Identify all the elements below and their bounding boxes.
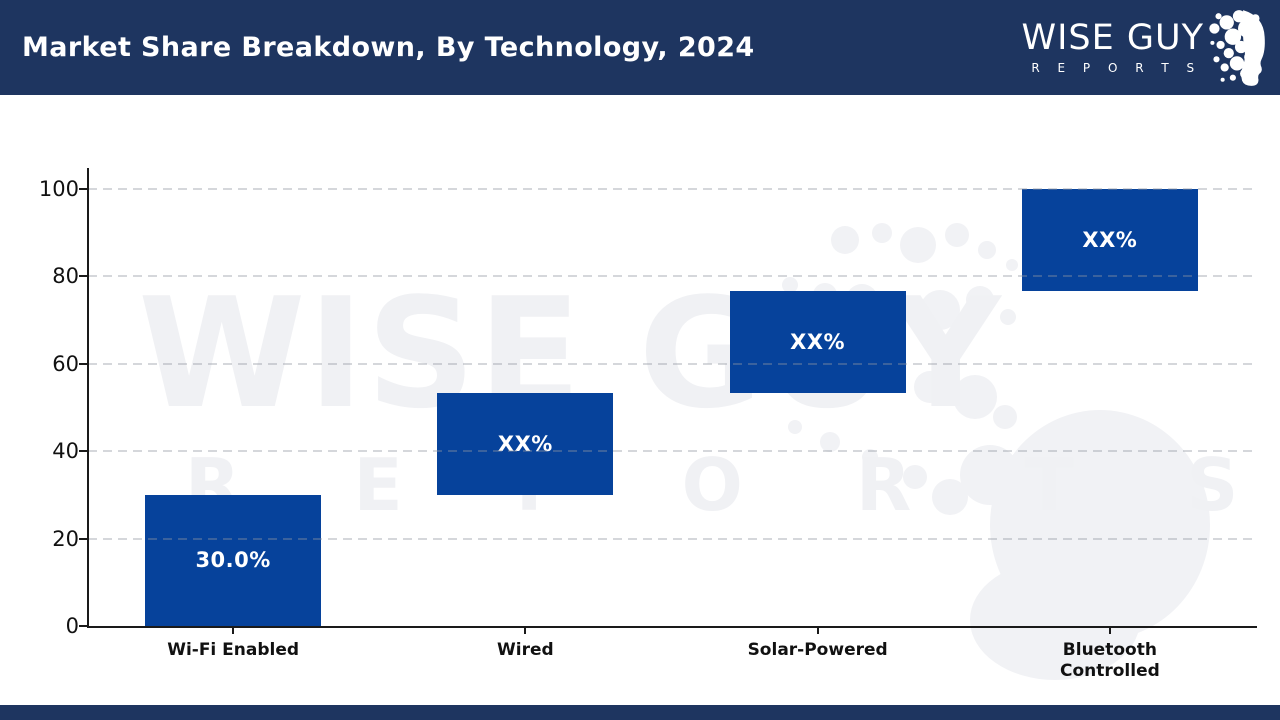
- chart-canvas: WISE GUY R E P O R T S 0 20 40 60 80 100 30.0%…: [0, 95, 1280, 705]
- y-axis-line: [87, 168, 89, 628]
- page-title: Market Share Breakdown, By Technology, 2…: [22, 32, 755, 63]
- bar-solar-powered: XX%: [729, 290, 906, 394]
- bar-value-label: 30.0%: [195, 548, 271, 573]
- brand-wordmark: WISE GUY R E P O R T S: [1021, 17, 1204, 75]
- gridline-60: [88, 362, 1256, 365]
- gridline-100: [88, 188, 1256, 190]
- x-category-label: Wi-Fi Enabled: [167, 640, 300, 660]
- footer-bar: [0, 705, 1280, 720]
- face-dots-icon: [1209, 9, 1265, 86]
- y-tick-0: [79, 625, 87, 627]
- gridline-40: [88, 450, 1256, 453]
- bar-wi-fi-enabled: 30.0%: [145, 494, 322, 626]
- y-tick-label-60: 60: [52, 351, 79, 376]
- gridline-20: [88, 537, 1256, 540]
- y-tick-60: [79, 362, 87, 365]
- header-bar: Market Share Breakdown, By Technology, 2…: [0, 0, 1280, 95]
- watermark-face-dots: [764, 223, 1210, 680]
- x-category-label: Bluetooth Controlled: [1059, 640, 1160, 681]
- brand-logo: WISE GUY R E P O R T S: [1021, 6, 1270, 90]
- y-tick-label-0: 0: [65, 614, 79, 638]
- x-tick-0: [232, 626, 235, 634]
- bar-value-label: XX%: [1082, 227, 1138, 252]
- y-tick-40: [79, 450, 87, 453]
- y-tick-20: [79, 537, 87, 540]
- x-category-label: Wired: [497, 640, 554, 660]
- y-tick-label-100: 100: [38, 177, 79, 201]
- bar-value-label: XX%: [790, 329, 846, 354]
- y-tick-label-20: 20: [52, 526, 79, 551]
- y-tick-label-80: 80: [52, 264, 79, 289]
- brand-subtext: R E P O R T S: [1031, 60, 1202, 75]
- x-tick-3: [1108, 626, 1111, 634]
- x-category-label: Solar-Powered: [747, 640, 888, 660]
- x-axis-line: [87, 626, 1257, 628]
- bar-wired: XX%: [437, 393, 614, 495]
- brand-name: WISE GUY: [1021, 17, 1204, 58]
- y-tick-80: [79, 275, 87, 278]
- bar-value-label: XX%: [497, 431, 553, 456]
- bar-bluetooth-controlled: XX%: [1021, 189, 1198, 291]
- x-tick-1: [524, 626, 527, 634]
- x-tick-2: [816, 626, 819, 634]
- y-tick-label-40: 40: [52, 439, 79, 464]
- gridline-80: [88, 275, 1256, 278]
- y-tick-100: [79, 188, 87, 190]
- watermark-subtext: R E P O R T S: [185, 443, 1280, 527]
